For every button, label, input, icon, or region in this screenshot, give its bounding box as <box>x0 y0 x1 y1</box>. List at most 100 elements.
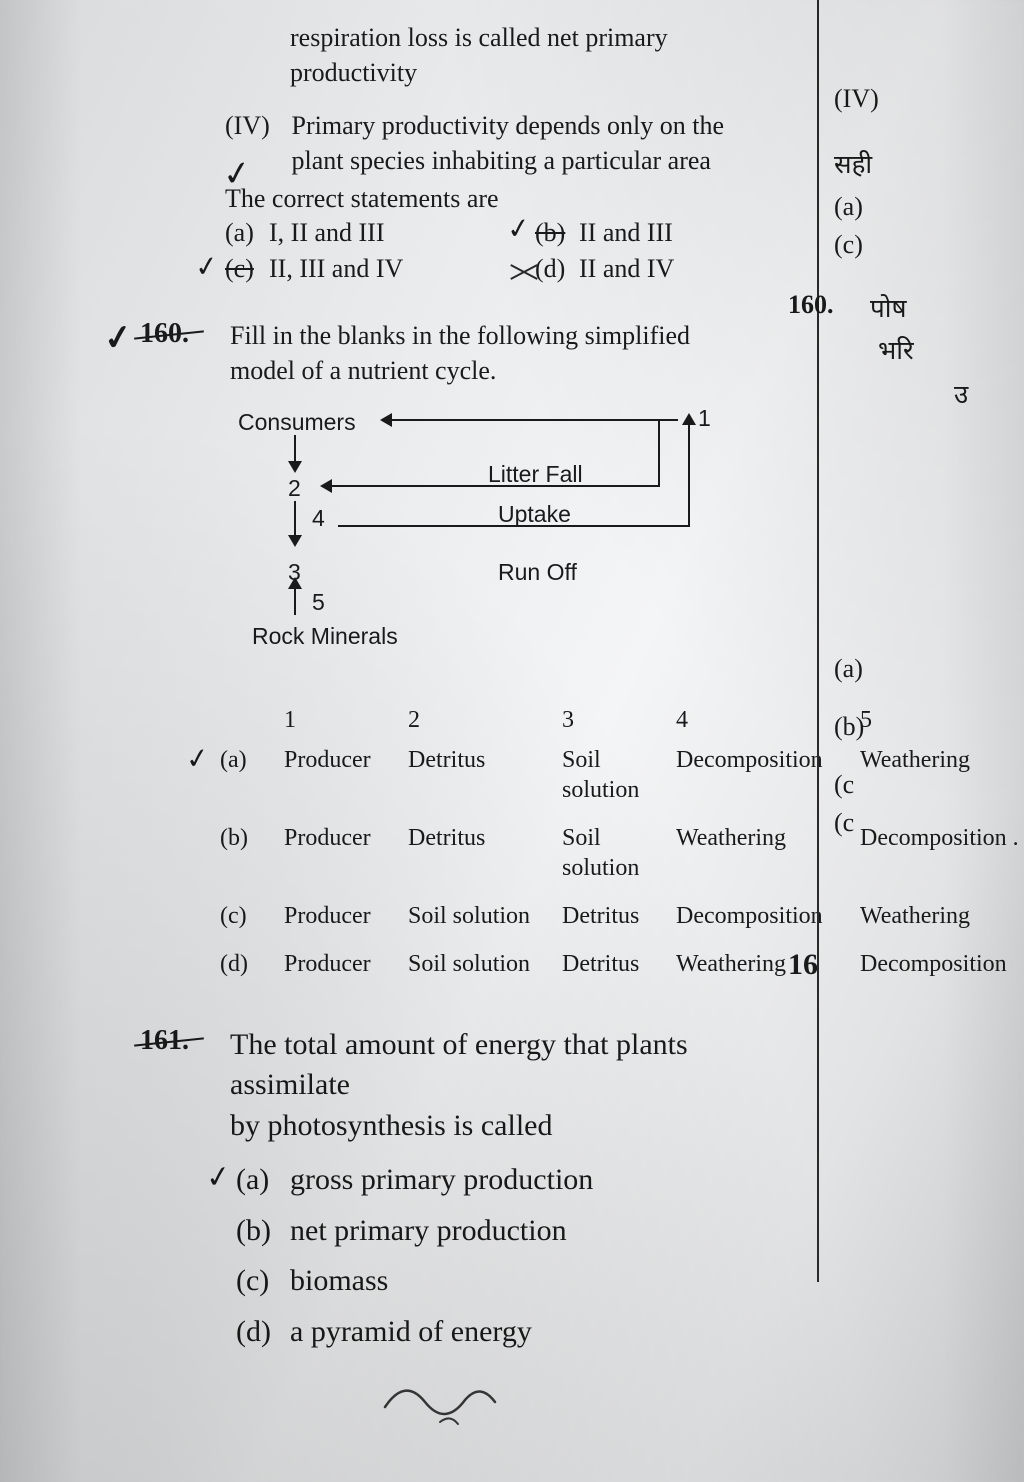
right-a: (a) <box>834 192 994 222</box>
right-rc: (c <box>834 770 994 800</box>
q161-option-c: (c)biomass <box>236 1261 754 1302</box>
option-b: ✓ (b)II and III <box>535 218 795 248</box>
tick-icon: ✓ <box>220 150 255 199</box>
right-posh: पोष <box>870 294 994 328</box>
arrow-line <box>328 485 658 487</box>
q161-line2: by photosynthesis is called <box>230 1109 552 1142</box>
arrow-left-icon <box>380 413 392 427</box>
q161-options: ✓ (a)gross primary production (b)net pri… <box>236 1160 754 1352</box>
diagram-rock: Rock Minerals <box>252 621 398 652</box>
row-a-label: (a) <box>220 745 280 775</box>
q161-body: The total amount of energy that plants a… <box>230 1025 984 1363</box>
row-b-4: Weathering <box>676 823 856 853</box>
col-4: 4 <box>676 705 856 735</box>
q161-b-label: (b) <box>236 1211 290 1252</box>
option-c-text: II, III and IV <box>269 254 403 283</box>
tick-icon: ✓ <box>505 211 533 248</box>
arrow-line <box>688 421 690 527</box>
row-a-3b: solution <box>562 777 639 803</box>
arrow-up-icon <box>288 577 302 589</box>
column-divider <box>817 0 819 1282</box>
tick-icon: ✓ <box>193 249 221 286</box>
row-a-3a: Soil <box>562 747 601 773</box>
diagram-n4: 4 <box>312 503 325 534</box>
row-c-3: Detritus <box>562 901 672 931</box>
partial-top-line2: productivity <box>290 58 417 87</box>
q160-number: 160. ✓ <box>140 318 230 996</box>
pencil-squiggle-icon <box>380 1372 500 1432</box>
arrow-line <box>658 421 660 487</box>
right-partial-column: (IV) सही (a) (c) 160. पोष भरि उ (a) (b) … <box>834 60 994 990</box>
right-c: (c) <box>834 230 994 260</box>
diagram-n5: 5 <box>312 587 325 618</box>
right-u: उ <box>954 380 994 414</box>
right-ra: (a) <box>834 654 994 684</box>
q161-option-b: (b)net primary production <box>236 1211 754 1252</box>
option-d: (d)II and IV <box>535 254 795 284</box>
q161-option-d: (d)a pyramid of energy <box>236 1312 754 1353</box>
q161-c-text: biomass <box>290 1264 388 1297</box>
cross-icon <box>509 256 539 286</box>
arrow-line <box>294 585 296 615</box>
option-a: (a)I, II and III <box>225 218 535 248</box>
q160-line2: model of a nutrient cycle. <box>230 356 496 385</box>
tick-icon: ✓ <box>203 1157 234 1201</box>
row-c-4: Decomposition <box>676 901 856 931</box>
arrow-down-icon <box>288 535 302 547</box>
arrow-line <box>388 419 678 421</box>
row-b-3a: Soil <box>562 825 601 851</box>
row-d-3: Detritus <box>562 949 672 979</box>
diagram-runoff: Run Off <box>498 557 577 588</box>
q161-a-label: (a) <box>236 1160 290 1201</box>
partial-top-line1: respiration loss is called net primary <box>290 23 668 52</box>
option-a-label: (a) <box>225 218 269 248</box>
q161-line1: The total amount of energy that plants a… <box>230 1028 688 1102</box>
option-b-text: II and III <box>579 218 673 247</box>
right-bha: भरि <box>878 336 994 370</box>
row-b-3: Soil solution <box>562 823 672 883</box>
diagram-n2: 2 <box>288 473 301 504</box>
arrow-line <box>294 501 296 537</box>
col-1: 1 <box>284 705 404 735</box>
row-a-4: Decomposition <box>676 745 856 775</box>
iv-line1: Primary productivity depends only on the <box>292 111 725 140</box>
q161-option-a: (a)gross primary production <box>236 1160 754 1201</box>
arrow-line <box>338 525 688 527</box>
col-2: 2 <box>408 705 558 735</box>
row-c-1: Producer <box>284 901 404 931</box>
diagram-consumers: Consumers <box>238 407 356 438</box>
q161-d-text: a pyramid of energy <box>290 1315 532 1348</box>
option-a-text: I, II and III <box>269 218 385 247</box>
right-rb: (b) <box>834 712 994 742</box>
col-3: 3 <box>562 705 672 735</box>
row-c-2: Soil solution <box>408 901 558 931</box>
right-rd: (c <box>834 808 994 838</box>
iv-line2: plant species inhabiting a particular ar… <box>292 146 711 175</box>
row-b-2: Detritus <box>408 823 558 853</box>
right-16: 16 <box>788 948 994 982</box>
arrow-left-icon <box>320 479 332 493</box>
q161-c-label: (c) <box>236 1261 290 1302</box>
q161-d-label: (d) <box>236 1312 290 1353</box>
row-d-1: Producer <box>284 949 404 979</box>
q161-a-text: gross primary production <box>290 1163 593 1196</box>
row-a-1: Producer <box>284 745 404 775</box>
arrow-down-icon <box>288 461 302 473</box>
row-a-3: Soil solution <box>562 745 672 805</box>
right-iv: (IV) <box>834 84 994 114</box>
right-sahi: सही <box>834 150 994 184</box>
arrow-up-icon <box>682 413 696 425</box>
option-c: ✓ (c)II, III and IV <box>225 254 535 284</box>
option-b-label: (b) <box>535 218 579 248</box>
nutrient-cycle-diagram: Consumers 1 2 Litter Fall 4 <box>238 407 758 687</box>
tick-icon: ✓ <box>101 317 135 361</box>
row-b-1: Producer <box>284 823 404 853</box>
diagram-n1: 1 <box>698 403 711 434</box>
option-d-label: (d) <box>535 254 579 284</box>
row-d-2: Soil solution <box>408 949 558 979</box>
question-161: 161. The total amount of energy that pla… <box>140 1025 984 1363</box>
q161-b-text: net primary production <box>290 1214 567 1247</box>
q160-line1: Fill in the blanks in the following simp… <box>230 321 690 350</box>
row-b-3b: solution <box>562 855 639 881</box>
iv-number: (IV) <box>225 108 285 143</box>
